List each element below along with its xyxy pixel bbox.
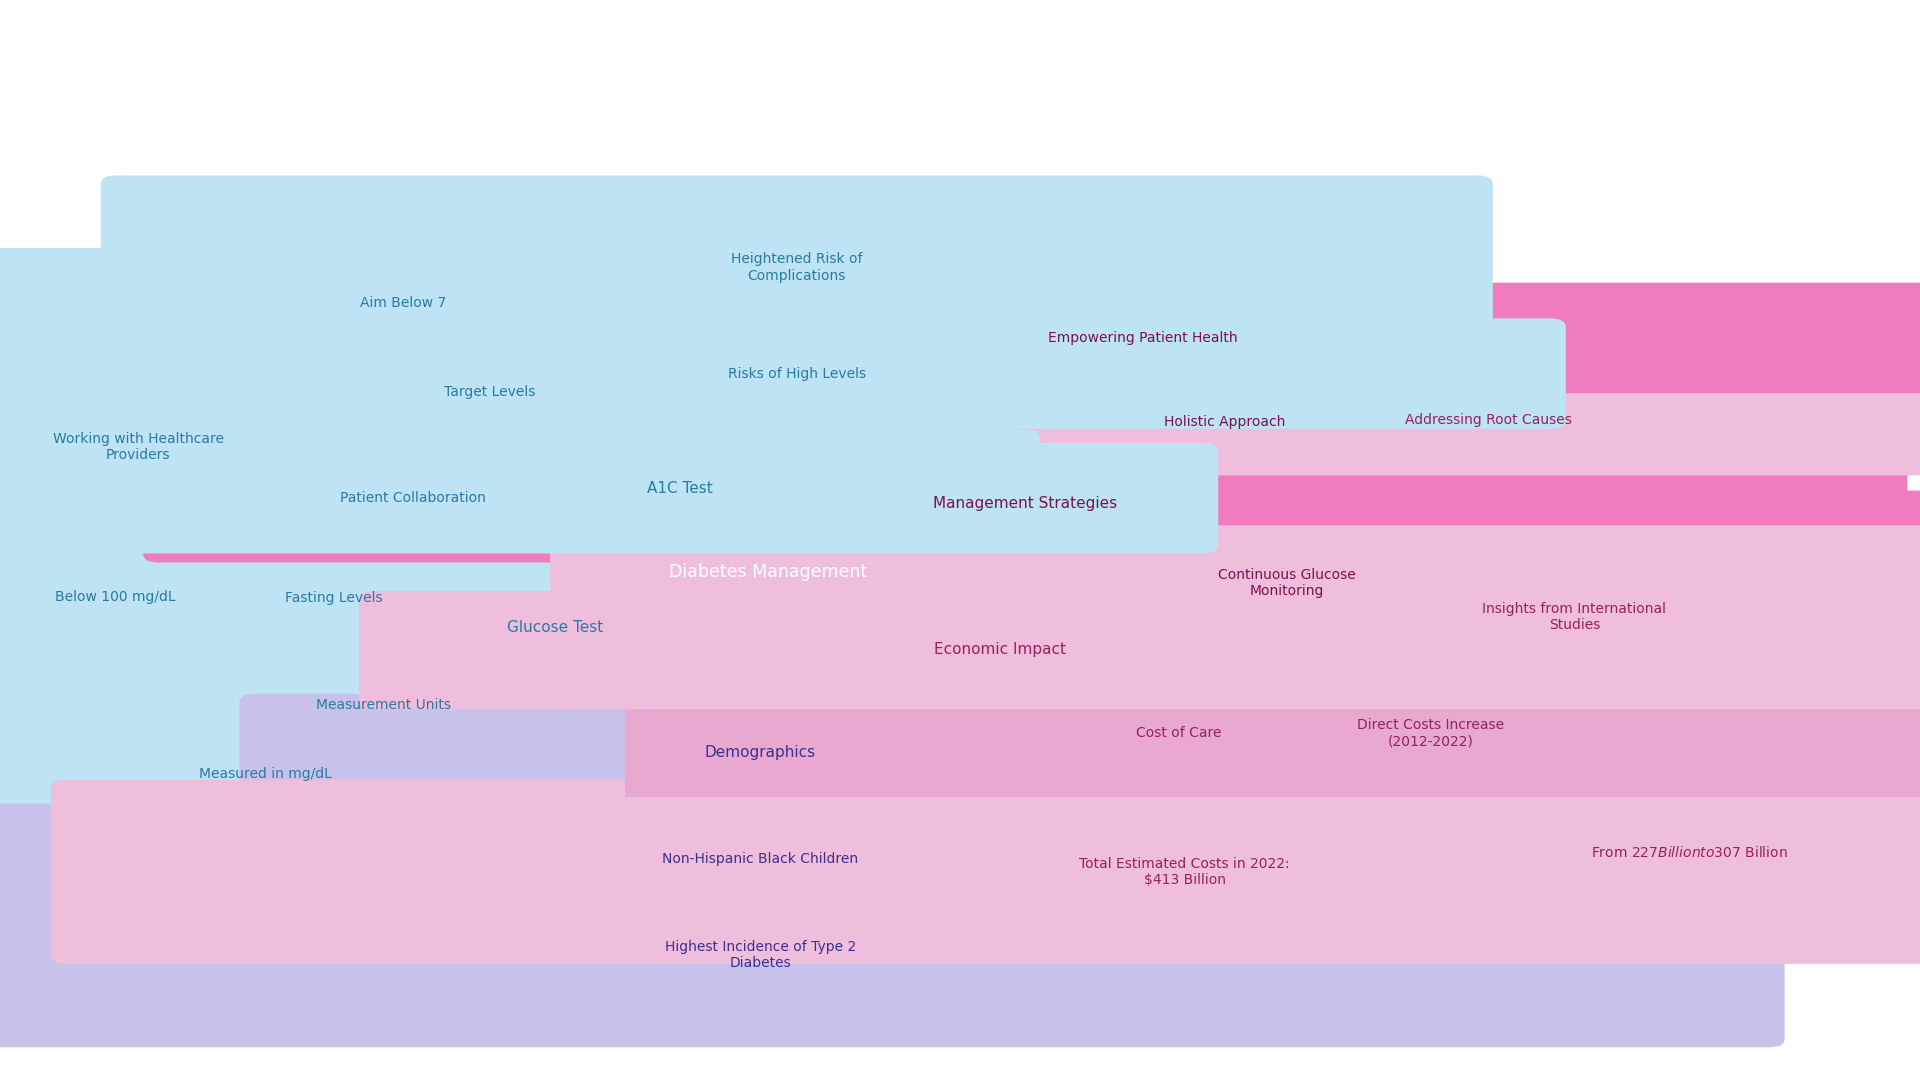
FancyBboxPatch shape bbox=[35, 569, 1075, 686]
Text: Measurement Units: Measurement Units bbox=[317, 699, 451, 712]
FancyBboxPatch shape bbox=[591, 491, 1920, 675]
FancyBboxPatch shape bbox=[319, 430, 1041, 547]
Text: Risks of High Levels: Risks of High Levels bbox=[728, 367, 866, 380]
Text: Fasting Levels: Fasting Levels bbox=[286, 591, 382, 604]
FancyBboxPatch shape bbox=[0, 507, 1674, 637]
Text: Economic Impact: Economic Impact bbox=[935, 642, 1066, 657]
Text: Target Levels: Target Levels bbox=[444, 386, 536, 399]
FancyBboxPatch shape bbox=[0, 337, 1004, 447]
FancyBboxPatch shape bbox=[52, 780, 1920, 964]
FancyBboxPatch shape bbox=[144, 445, 1907, 562]
Text: Glucose Test: Glucose Test bbox=[507, 619, 603, 635]
Text: Insights from International
Studies: Insights from International Studies bbox=[1482, 602, 1667, 632]
Text: Addressing Root Causes: Addressing Root Causes bbox=[1405, 414, 1571, 427]
FancyBboxPatch shape bbox=[0, 863, 1784, 1047]
Text: A1C Test: A1C Test bbox=[647, 481, 712, 496]
Text: Demographics: Demographics bbox=[705, 745, 816, 760]
Text: Non-Hispanic Black Children: Non-Hispanic Black Children bbox=[662, 852, 858, 865]
FancyBboxPatch shape bbox=[0, 543, 883, 653]
FancyBboxPatch shape bbox=[0, 248, 845, 358]
FancyBboxPatch shape bbox=[447, 797, 1920, 908]
FancyBboxPatch shape bbox=[564, 367, 1885, 478]
Text: Total Estimated Costs in 2022:
$413 Billion: Total Estimated Costs in 2022: $413 Bill… bbox=[1079, 857, 1290, 887]
FancyBboxPatch shape bbox=[100, 175, 1494, 360]
Text: Diabetes Management: Diabetes Management bbox=[668, 563, 868, 580]
Text: Management Strategies: Management Strategies bbox=[933, 496, 1117, 511]
FancyBboxPatch shape bbox=[549, 525, 1920, 709]
Text: Working with Healthcare
Providers: Working with Healthcare Providers bbox=[52, 432, 225, 462]
Text: Empowering Patient Health: Empowering Patient Health bbox=[1048, 331, 1236, 344]
Text: Cost of Care: Cost of Care bbox=[1137, 727, 1221, 740]
Text: Continuous Glucose
Monitoring: Continuous Glucose Monitoring bbox=[1217, 567, 1356, 598]
Text: Heightened Risk of
Complications: Heightened Risk of Complications bbox=[732, 252, 862, 283]
Text: Highest Incidence of Type 2
Diabetes: Highest Incidence of Type 2 Diabetes bbox=[664, 940, 856, 970]
Text: Holistic Approach: Holistic Approach bbox=[1164, 416, 1286, 429]
FancyBboxPatch shape bbox=[0, 650, 1044, 760]
Text: Patient Collaboration: Patient Collaboration bbox=[340, 492, 486, 505]
FancyBboxPatch shape bbox=[0, 804, 1784, 914]
FancyBboxPatch shape bbox=[703, 678, 1655, 788]
FancyBboxPatch shape bbox=[0, 355, 1018, 539]
Text: Aim Below 7: Aim Below 7 bbox=[361, 297, 445, 310]
FancyBboxPatch shape bbox=[0, 443, 1217, 553]
FancyBboxPatch shape bbox=[27, 318, 1567, 429]
FancyBboxPatch shape bbox=[0, 719, 925, 830]
FancyBboxPatch shape bbox=[190, 283, 1920, 393]
FancyBboxPatch shape bbox=[359, 591, 1642, 708]
FancyBboxPatch shape bbox=[0, 542, 703, 652]
Text: Below 100 mg/dL: Below 100 mg/dL bbox=[56, 590, 175, 603]
Text: Direct Costs Increase
(2012-2022): Direct Costs Increase (2012-2022) bbox=[1357, 718, 1503, 748]
FancyBboxPatch shape bbox=[626, 641, 1920, 825]
FancyBboxPatch shape bbox=[645, 365, 1920, 475]
FancyBboxPatch shape bbox=[240, 694, 1281, 811]
Text: From $227 Billion to $307 Billion: From $227 Billion to $307 Billion bbox=[1592, 845, 1788, 860]
Text: Measured in mg/dL: Measured in mg/dL bbox=[198, 768, 332, 781]
